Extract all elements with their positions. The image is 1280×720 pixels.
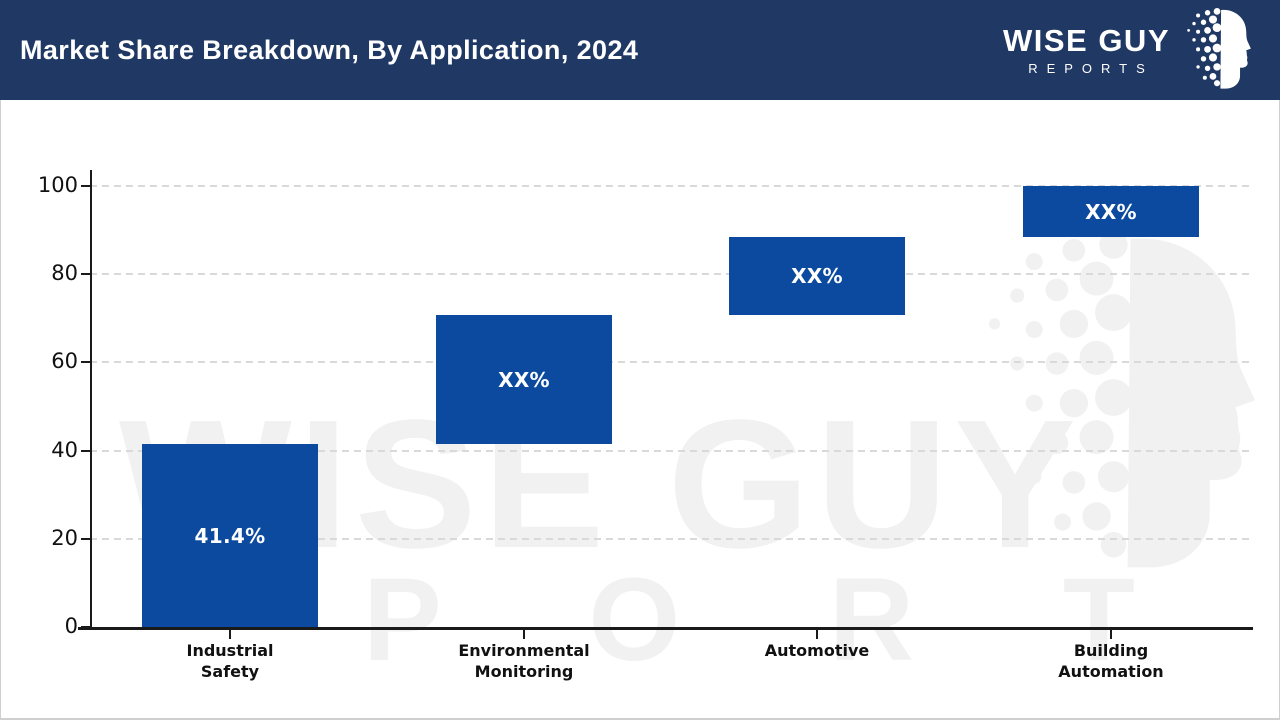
x-category-label: Environmental Monitoring xyxy=(458,641,590,681)
x-tick-mark xyxy=(229,630,231,639)
header-bar: Market Share Breakdown, By Application, … xyxy=(0,0,1280,100)
gridline xyxy=(90,537,1253,540)
x-category-label: Industrial Safety xyxy=(186,641,274,681)
y-tick-label: 20 xyxy=(51,525,78,550)
gridline xyxy=(90,273,1253,276)
logo-subtitle: REPORTS xyxy=(1028,61,1154,76)
x-tick-mark xyxy=(816,630,818,639)
y-tick-mark xyxy=(81,361,90,364)
gridline xyxy=(90,361,1253,364)
y-axis xyxy=(90,170,92,627)
y-tick-mark xyxy=(81,273,90,276)
y-tick-mark xyxy=(81,449,90,452)
gridline xyxy=(90,185,1253,187)
y-tick-mark xyxy=(81,537,90,540)
logo-text: WISE GUY REPORTS xyxy=(1003,25,1170,75)
bar-environmental-monitoring: XX% xyxy=(436,315,612,445)
y-tick-label: 100 xyxy=(37,173,78,197)
page-title: Market Share Breakdown, By Application, … xyxy=(20,34,639,65)
bar-industrial-safety: 41.4% xyxy=(142,444,318,627)
bar-value-label: XX% xyxy=(498,367,550,392)
x-tick-mark xyxy=(523,630,525,639)
bar-value-label: XX% xyxy=(1085,199,1137,224)
x-category-label: Building Automation xyxy=(1058,641,1164,681)
x-tick-mark xyxy=(1110,630,1112,639)
x-category-label: Automotive xyxy=(764,641,870,660)
x-axis xyxy=(78,627,1253,630)
wise-guy-logo: WISE GUY REPORTS xyxy=(1003,6,1254,94)
y-tick-mark xyxy=(81,185,90,187)
bar-building-automation: XX% xyxy=(1023,186,1199,238)
y-tick-label: 80 xyxy=(51,261,78,286)
logo-wordmark: WISE GUY xyxy=(1002,23,1170,58)
y-tick-label: 60 xyxy=(51,349,78,374)
bar-value-label: 41.4% xyxy=(194,523,266,548)
bar-value-label: XX% xyxy=(791,264,843,289)
bar-automotive: XX% xyxy=(729,237,905,316)
y-tick-label: 0 xyxy=(64,614,78,638)
gridline xyxy=(90,449,1253,452)
y-tick-label: 40 xyxy=(51,437,78,462)
